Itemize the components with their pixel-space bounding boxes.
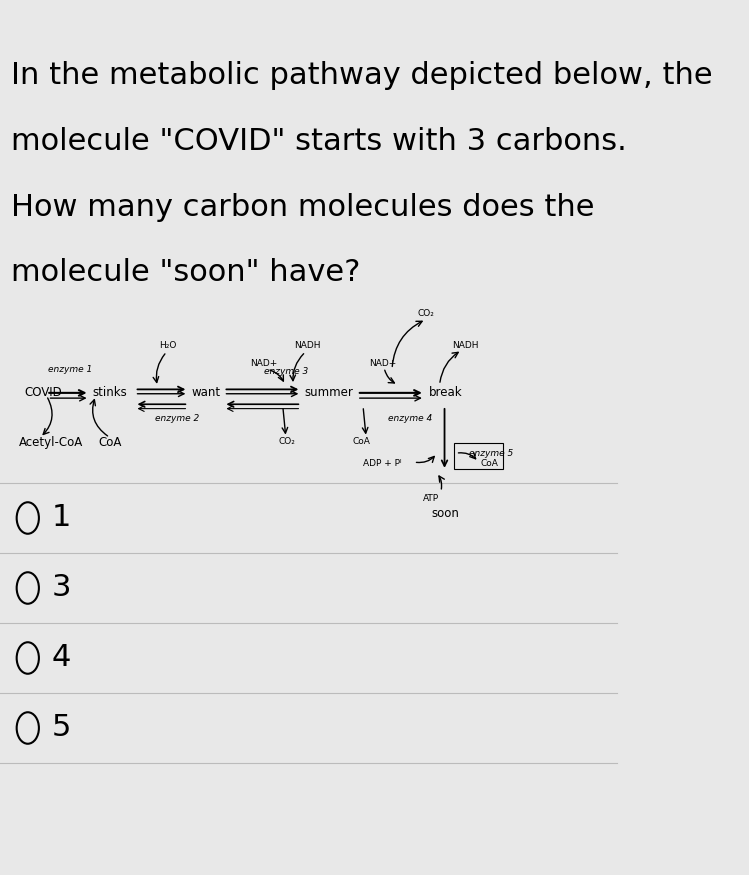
Text: soon: soon — [432, 507, 460, 520]
Text: stinks: stinks — [93, 387, 127, 399]
Text: molecule "COVID" starts with 3 carbons.: molecule "COVID" starts with 3 carbons. — [11, 127, 627, 156]
Text: CO₂: CO₂ — [279, 437, 296, 445]
Text: NAD+: NAD+ — [369, 359, 396, 368]
Text: enzyme 2: enzyme 2 — [155, 414, 199, 423]
Text: molecule "soon" have?: molecule "soon" have? — [11, 258, 360, 287]
Text: 5: 5 — [51, 713, 70, 743]
Text: CoA: CoA — [480, 459, 498, 468]
Text: enzyme 4: enzyme 4 — [389, 414, 433, 423]
Text: break: break — [429, 387, 463, 399]
Text: enzyme 5: enzyme 5 — [469, 449, 514, 458]
Text: ADP + Pᴵ: ADP + Pᴵ — [363, 459, 401, 468]
Text: NADH: NADH — [294, 341, 321, 350]
Text: CoA: CoA — [98, 437, 121, 449]
Text: NADH: NADH — [452, 341, 478, 350]
Text: 4: 4 — [51, 643, 70, 673]
Text: In the metabolic pathway depicted below, the: In the metabolic pathway depicted below,… — [11, 61, 713, 90]
Text: summer: summer — [305, 387, 354, 399]
Text: COVID: COVID — [25, 387, 62, 399]
Text: enzyme 3: enzyme 3 — [264, 368, 309, 376]
Text: CO₂: CO₂ — [418, 309, 434, 318]
Text: NAD+: NAD+ — [250, 359, 277, 368]
Text: H₂O: H₂O — [159, 341, 176, 350]
Text: CoA: CoA — [352, 437, 370, 445]
Text: How many carbon molecules does the: How many carbon molecules does the — [11, 192, 595, 221]
Text: enzyme 1: enzyme 1 — [48, 365, 92, 374]
Text: 1: 1 — [51, 503, 70, 533]
Text: 3: 3 — [51, 573, 70, 603]
Text: ATP: ATP — [423, 494, 439, 503]
Text: Acetyl-CoA: Acetyl-CoA — [19, 437, 83, 449]
Text: want: want — [191, 387, 220, 399]
